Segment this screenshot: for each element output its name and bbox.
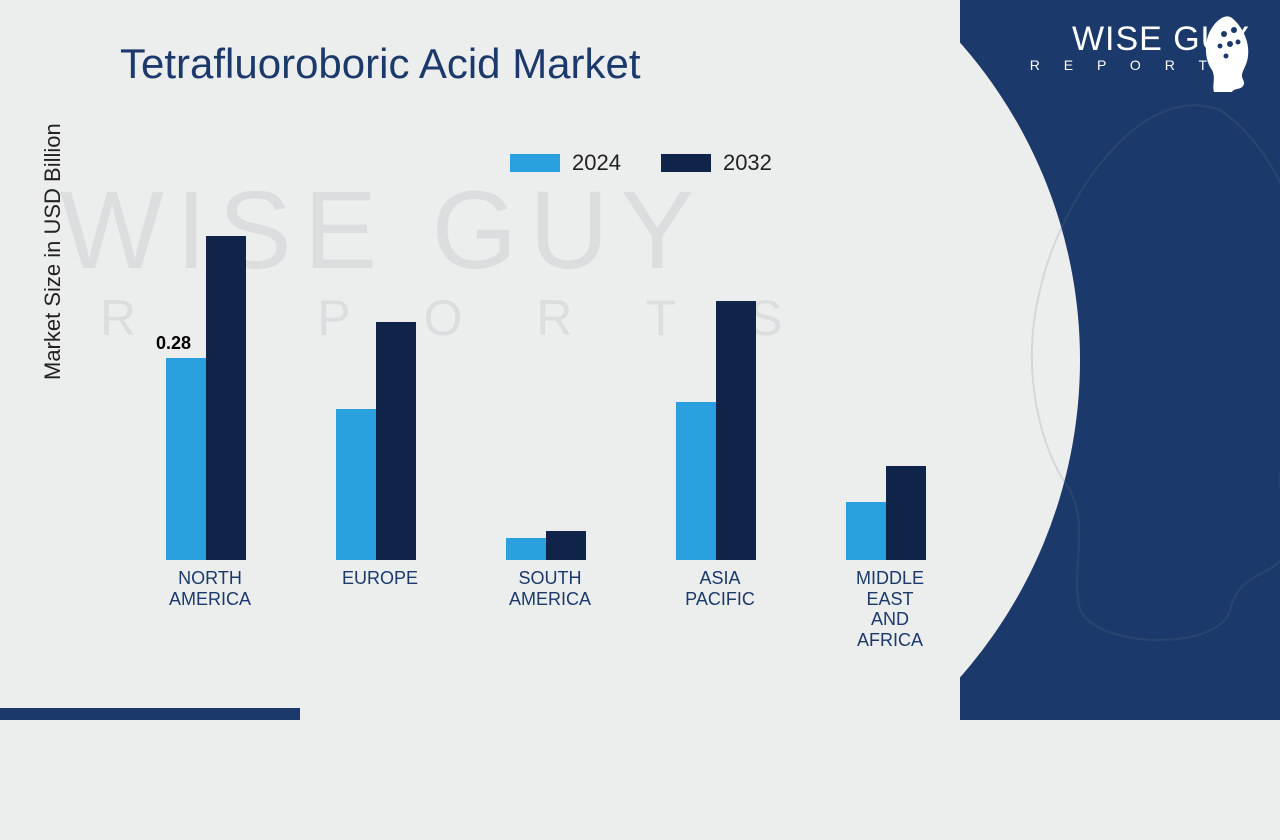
category-label: SOUTHAMERICA: [480, 568, 620, 609]
legend-label-2032: 2032: [723, 150, 772, 176]
bar: [376, 322, 416, 560]
legend-label-2024: 2024: [572, 150, 621, 176]
category-label: EUROPE: [310, 568, 450, 589]
bar: [506, 538, 546, 560]
bar: [546, 531, 586, 560]
legend-swatch-2032: [661, 154, 711, 172]
bar: [206, 236, 246, 560]
legend-swatch-2024: [510, 154, 560, 172]
legend-item-2032: 2032: [661, 150, 772, 176]
bottom-accent-bar: [0, 708, 300, 720]
bar-value-label: 0.28: [156, 333, 191, 354]
bar: [166, 358, 206, 560]
bar: [846, 502, 886, 560]
legend: 2024 2032: [510, 150, 772, 176]
bar: [676, 402, 716, 560]
chart-title: Tetrafluoroboric Acid Market: [120, 40, 641, 88]
category-label: ASIAPACIFIC: [650, 568, 790, 609]
chart-area: Market Size in USD Billion 2024 2032 0.2…: [50, 150, 970, 650]
head-silhouette-watermark: [920, 50, 1280, 650]
plot-area: 0.28NORTHAMERICAEUROPESOUTHAMERICAASIAPA…: [130, 200, 970, 560]
y-axis-label: Market Size in USD Billion: [40, 123, 66, 380]
bar: [716, 301, 756, 560]
legend-item-2024: 2024: [510, 150, 621, 176]
category-label: MIDDLEEASTANDAFRICA: [820, 568, 960, 651]
bar: [336, 409, 376, 560]
category-label: NORTHAMERICA: [140, 568, 280, 609]
bar: [886, 466, 926, 560]
brand-head-icon: [1184, 12, 1254, 92]
